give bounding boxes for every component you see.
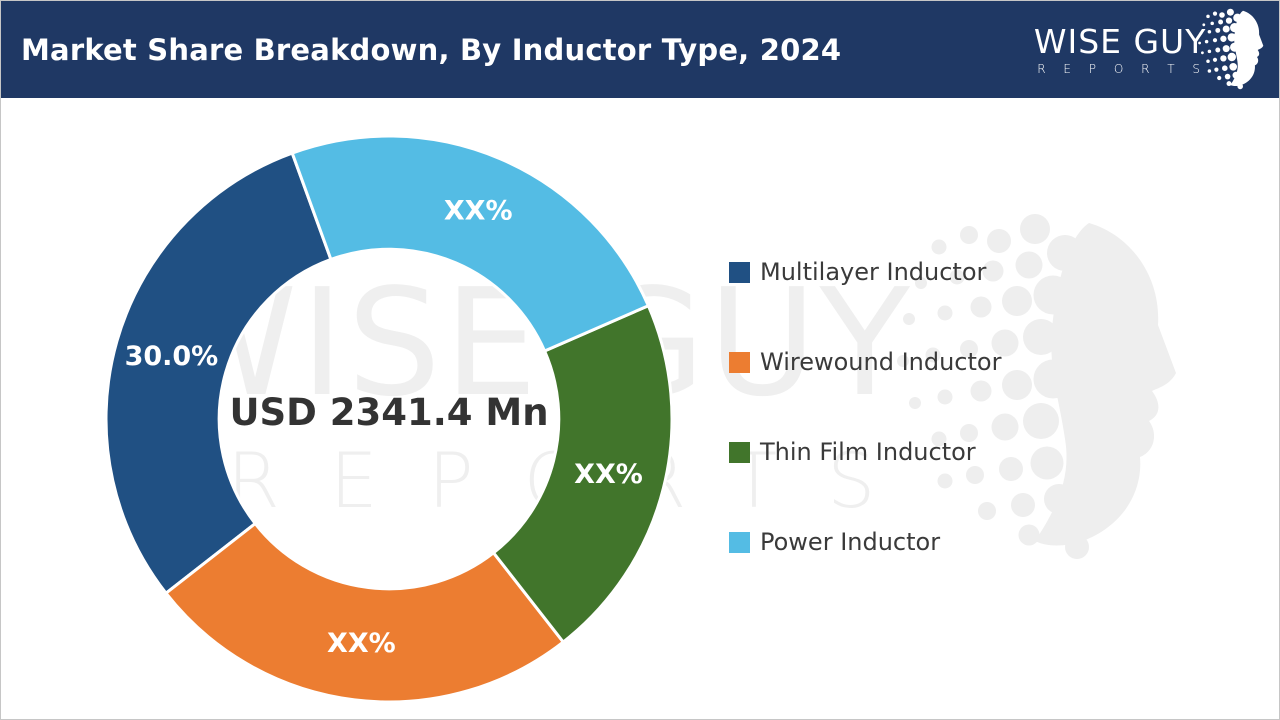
brand-name: WISE GUY [1033,21,1207,61]
page-title: Market Share Breakdown, By Inductor Type… [21,32,842,67]
legend-label: Power Inductor [760,527,941,556]
slice-label-4: XX% [444,195,513,226]
pie-slice-2 [164,522,565,704]
slice-label-1: 30.0% [125,341,219,372]
slice-label-2: XX% [327,628,396,659]
brand-logo-text: WISE GUY R E P O R T S [1033,25,1207,75]
face-logo-icon [1198,8,1264,89]
pie-slice-3 [492,304,674,644]
pie-slice-4 [290,134,650,353]
legend-label: Multilayer Inductor [760,257,987,286]
legend-label: Thin Film Inductor [760,437,976,466]
donut-chart: 30.0% XX% XX% XX% [104,134,674,704]
chart-center-value: USD 2341.4 Mn [229,391,549,434]
face-watermark-icon [897,214,1176,559]
legend-item-multilayer-inductor: Multilayer Inductor [729,257,1001,287]
chart-legend: Multilayer Inductor Wirewound Inductor T… [729,257,1001,617]
legend-swatch-icon [729,531,750,553]
legend-label: Wirewound Inductor [760,347,1002,376]
legend-swatch-icon [729,261,750,283]
legend-item-wirewound-inductor: Wirewound Inductor [729,347,1001,377]
legend-item-power-inductor: Power Inductor [729,527,1001,557]
brand-logo: WISE GUY R E P O R T S [1033,8,1265,92]
pie-slice-1 [104,151,333,595]
brand-subtitle: R E P O R T S [1037,61,1207,76]
legend-swatch-icon [729,441,750,463]
legend-item-thin-film-inductor: Thin Film Inductor [729,437,1001,467]
legend-swatch-icon [729,351,750,373]
header-bar: Market Share Breakdown, By Inductor Type… [1,1,1279,98]
slice-label-3: XX% [574,459,643,490]
